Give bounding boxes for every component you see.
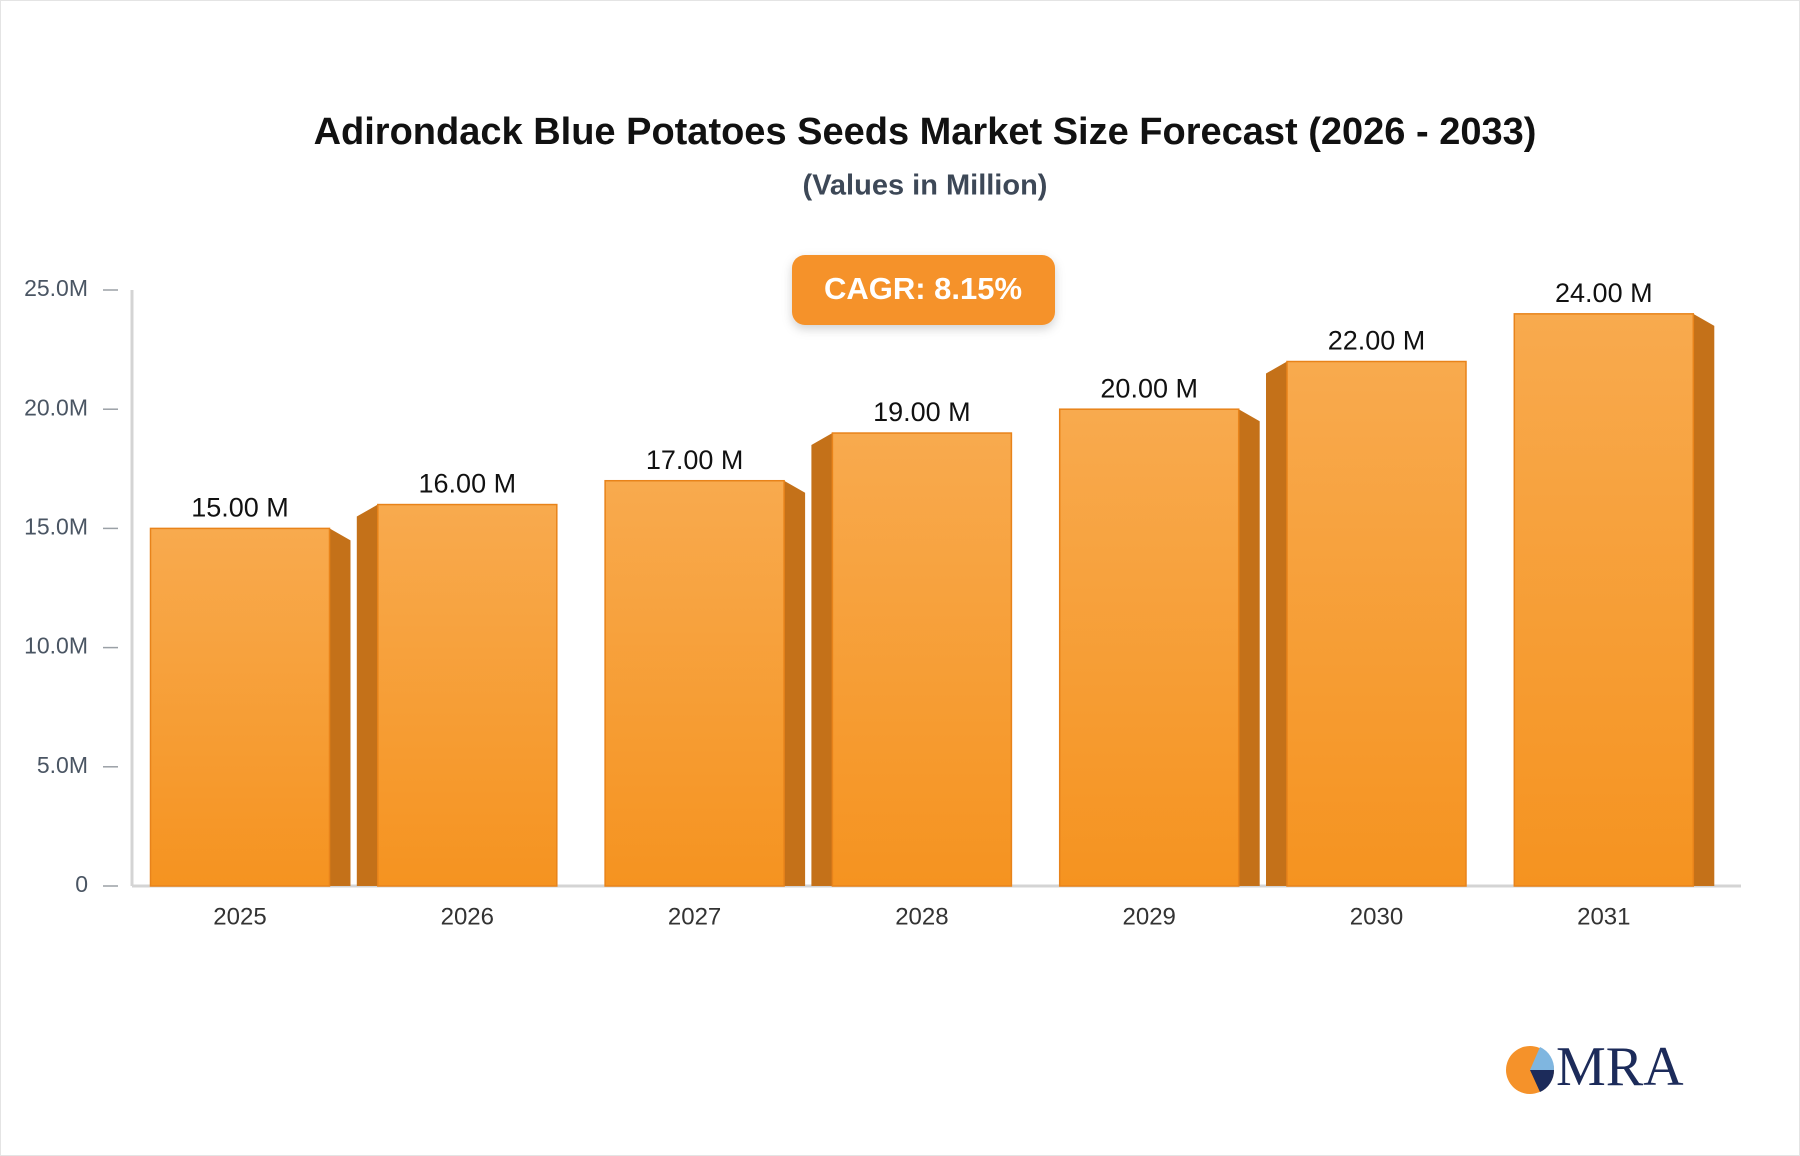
x-tick-label: 2027 bbox=[668, 903, 721, 930]
bar-side bbox=[1693, 313, 1715, 887]
logo-slice bbox=[1530, 1047, 1555, 1070]
value-label: 24.00 M bbox=[1555, 278, 1653, 308]
bar-side bbox=[811, 433, 833, 886]
bar-side bbox=[784, 480, 806, 886]
bar bbox=[1286, 360, 1467, 887]
bar-side bbox=[356, 504, 378, 886]
y-tick-label: 20.0M bbox=[24, 394, 88, 420]
x-tick-label: 2025 bbox=[213, 903, 266, 930]
chart-subtitle: (Values in Million) bbox=[803, 170, 1048, 202]
logo-slice bbox=[1530, 1070, 1555, 1092]
cagr-label: CAGR: 8.15% bbox=[824, 271, 1022, 306]
chart-title: Adirondack Blue Potatoes Seeds Market Si… bbox=[314, 111, 1537, 153]
y-tick-label: 10.0M bbox=[24, 633, 88, 659]
bar bbox=[149, 527, 331, 887]
value-label: 20.00 M bbox=[1100, 373, 1198, 403]
y-tick-label: 15.0M bbox=[24, 513, 88, 539]
x-tick-label: 2031 bbox=[1577, 903, 1630, 930]
bar-side bbox=[329, 528, 351, 886]
value-label: 22.00 M bbox=[1328, 326, 1426, 356]
x-tick-label: 2028 bbox=[895, 903, 948, 930]
y-tick-label: 5.0M bbox=[37, 752, 88, 778]
bar-side bbox=[1238, 409, 1260, 886]
logo-text: MRA bbox=[1556, 1036, 1684, 1098]
bar bbox=[1513, 313, 1695, 887]
y-tick-label: 25.0M bbox=[24, 275, 88, 301]
y-tick-label: 0 bbox=[75, 871, 88, 897]
value-label: 16.00 M bbox=[419, 469, 517, 499]
bar bbox=[831, 432, 1013, 887]
x-tick-label: 2029 bbox=[1123, 903, 1176, 930]
x-tick-label: 2026 bbox=[441, 903, 494, 930]
cagr-badge bbox=[792, 255, 1055, 325]
value-label: 19.00 M bbox=[873, 397, 971, 427]
x-tick-label: 2030 bbox=[1350, 903, 1403, 930]
bar bbox=[1058, 408, 1240, 887]
bar bbox=[377, 503, 558, 887]
value-label: 17.00 M bbox=[646, 445, 744, 475]
bar-side bbox=[1266, 361, 1287, 886]
logo: MRA bbox=[1506, 1036, 1684, 1098]
bar bbox=[604, 479, 785, 887]
value-label: 15.00 M bbox=[191, 493, 289, 523]
